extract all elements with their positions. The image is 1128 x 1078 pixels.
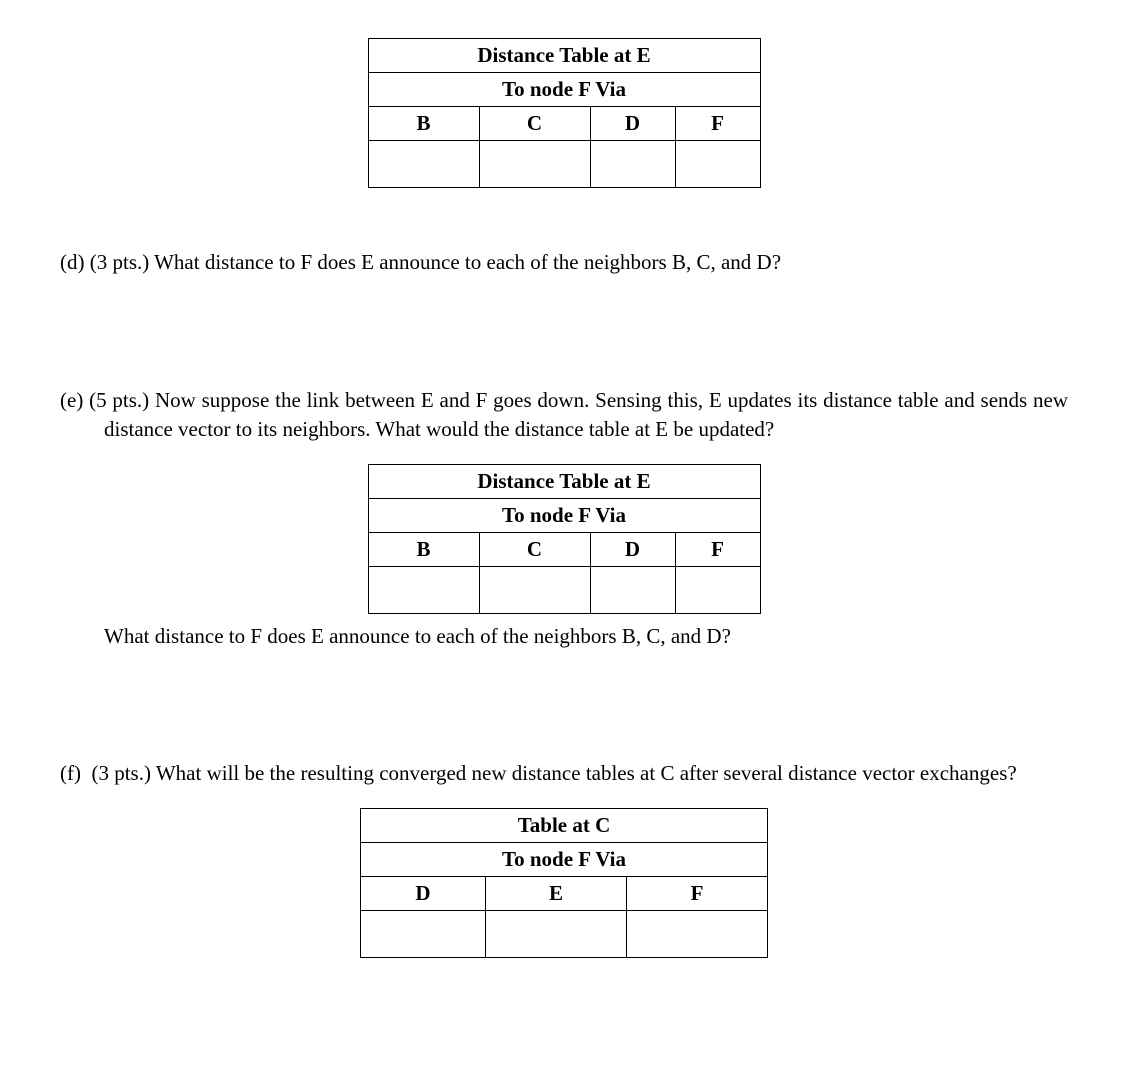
col-header: D: [590, 533, 675, 567]
col-header: C: [479, 533, 590, 567]
table-cell: [361, 911, 486, 958]
table-subtitle: To node F Via: [361, 843, 768, 877]
col-header: F: [675, 107, 760, 141]
table-subtitle: To node F Via: [368, 73, 760, 107]
table-cell: [627, 911, 768, 958]
col-header: B: [368, 533, 479, 567]
col-header: F: [627, 877, 768, 911]
col-header: C: [479, 107, 590, 141]
col-header: D: [361, 877, 486, 911]
table-title: Distance Table at E: [368, 39, 760, 73]
question-f: (f) (3 pts.) What will be the resulting …: [60, 759, 1068, 787]
distance-table-e-1: Distance Table at E To node F Via B C D …: [60, 38, 1068, 188]
col-header: E: [486, 877, 627, 911]
table-cell: [675, 141, 760, 188]
table-title: Distance Table at E: [368, 465, 760, 499]
question-d: (d) (3 pts.) What distance to F does E a…: [60, 248, 1068, 276]
table: Distance Table at E To node F Via B C D …: [368, 38, 761, 188]
question-e-followup: What distance to F does E announce to ea…: [60, 624, 1068, 649]
table: Distance Table at E To node F Via B C D …: [368, 464, 761, 614]
table: Table at C To node F Via D E F: [360, 808, 768, 958]
table-cell: [590, 141, 675, 188]
col-header: B: [368, 107, 479, 141]
table-title: Table at C: [361, 809, 768, 843]
table-cell: [479, 567, 590, 614]
distance-table-e-2: Distance Table at E To node F Via B C D …: [60, 464, 1068, 614]
col-header: D: [590, 107, 675, 141]
table-cell: [368, 567, 479, 614]
question-e: (e) (5 pts.) Now suppose the link betwee…: [60, 386, 1068, 443]
table-at-c: Table at C To node F Via D E F: [60, 808, 1068, 958]
table-cell: [486, 911, 627, 958]
table-cell: [479, 141, 590, 188]
table-cell: [675, 567, 760, 614]
table-subtitle: To node F Via: [368, 499, 760, 533]
table-cell: [590, 567, 675, 614]
col-header: F: [675, 533, 760, 567]
table-cell: [368, 141, 479, 188]
